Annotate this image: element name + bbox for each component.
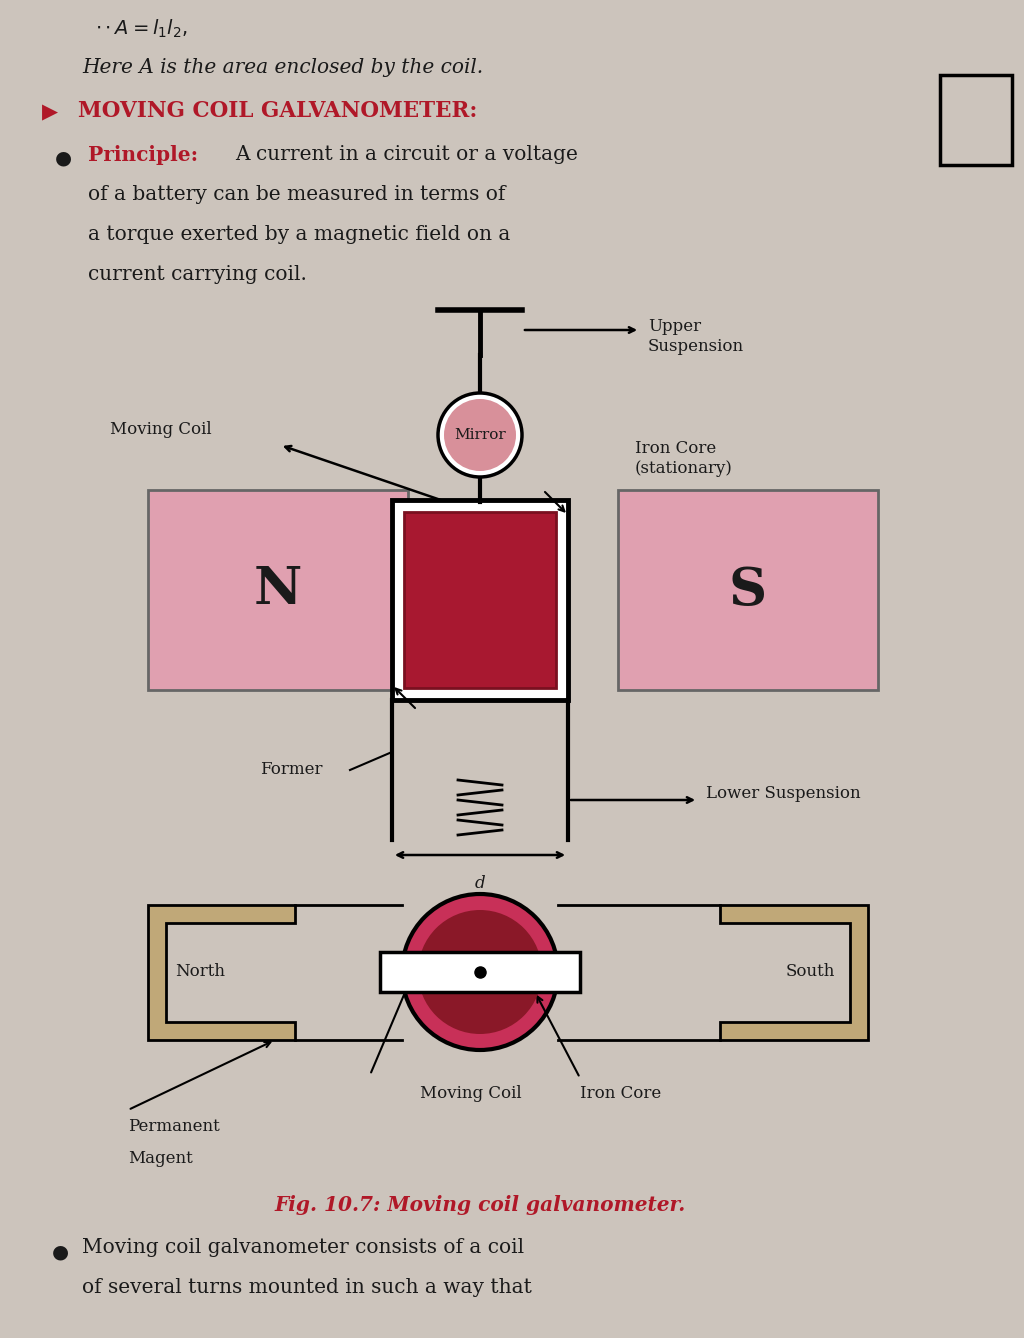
Text: Iron Core: Iron Core <box>580 1085 662 1103</box>
Text: current carrying coil.: current carrying coil. <box>88 265 307 284</box>
Circle shape <box>438 393 522 478</box>
Bar <box>940 75 1012 165</box>
Circle shape <box>418 910 542 1034</box>
Text: North: North <box>175 963 225 981</box>
Text: Moving Coil: Moving Coil <box>110 421 212 439</box>
Text: $\cdot\cdot A = l_1 l_2,$: $\cdot\cdot A = l_1 l_2,$ <box>95 17 187 40</box>
Text: South: South <box>785 963 835 981</box>
Text: S: S <box>729 565 767 615</box>
Text: Magent: Magent <box>128 1149 193 1167</box>
Text: Moving Coil: Moving Coil <box>420 1085 521 1103</box>
Text: of several turns mounted in such a way that: of several turns mounted in such a way t… <box>82 1278 531 1297</box>
Text: of a battery can be measured in terms of: of a battery can be measured in terms of <box>88 185 506 203</box>
Polygon shape <box>148 904 295 1040</box>
Text: ●: ● <box>55 149 72 167</box>
Bar <box>404 512 556 688</box>
Text: A current in a circuit or a voltage: A current in a circuit or a voltage <box>234 145 578 165</box>
Bar <box>148 490 408 690</box>
Bar <box>618 490 878 690</box>
Text: Former: Former <box>260 761 323 779</box>
Circle shape <box>402 894 558 1050</box>
Text: ▶: ▶ <box>42 102 58 122</box>
Text: MOVING COIL GALVANOMETER:: MOVING COIL GALVANOMETER: <box>78 100 477 122</box>
Text: a torque exerted by a magnetic field on a: a torque exerted by a magnetic field on … <box>88 225 510 244</box>
Text: ●: ● <box>52 1242 69 1260</box>
Text: Fig. 10.7: Moving coil galvanometer.: Fig. 10.7: Moving coil galvanometer. <box>274 1195 686 1215</box>
Circle shape <box>444 399 516 471</box>
Text: Lower Suspension: Lower Suspension <box>706 784 860 801</box>
Text: N: N <box>254 565 302 615</box>
Text: Iron Core
(stationary): Iron Core (stationary) <box>635 440 733 476</box>
Text: Mirror: Mirror <box>454 428 506 442</box>
Text: Here A is the area enclosed by the coil.: Here A is the area enclosed by the coil. <box>82 58 483 78</box>
Text: d: d <box>475 875 485 892</box>
Text: Permanent: Permanent <box>128 1119 220 1135</box>
Bar <box>392 500 568 700</box>
Bar <box>380 953 580 991</box>
Text: Principle:: Principle: <box>88 145 198 165</box>
Text: Moving coil galvanometer consists of a coil: Moving coil galvanometer consists of a c… <box>82 1238 524 1256</box>
Polygon shape <box>720 904 868 1040</box>
Text: Upper
Suspension: Upper Suspension <box>648 318 744 355</box>
